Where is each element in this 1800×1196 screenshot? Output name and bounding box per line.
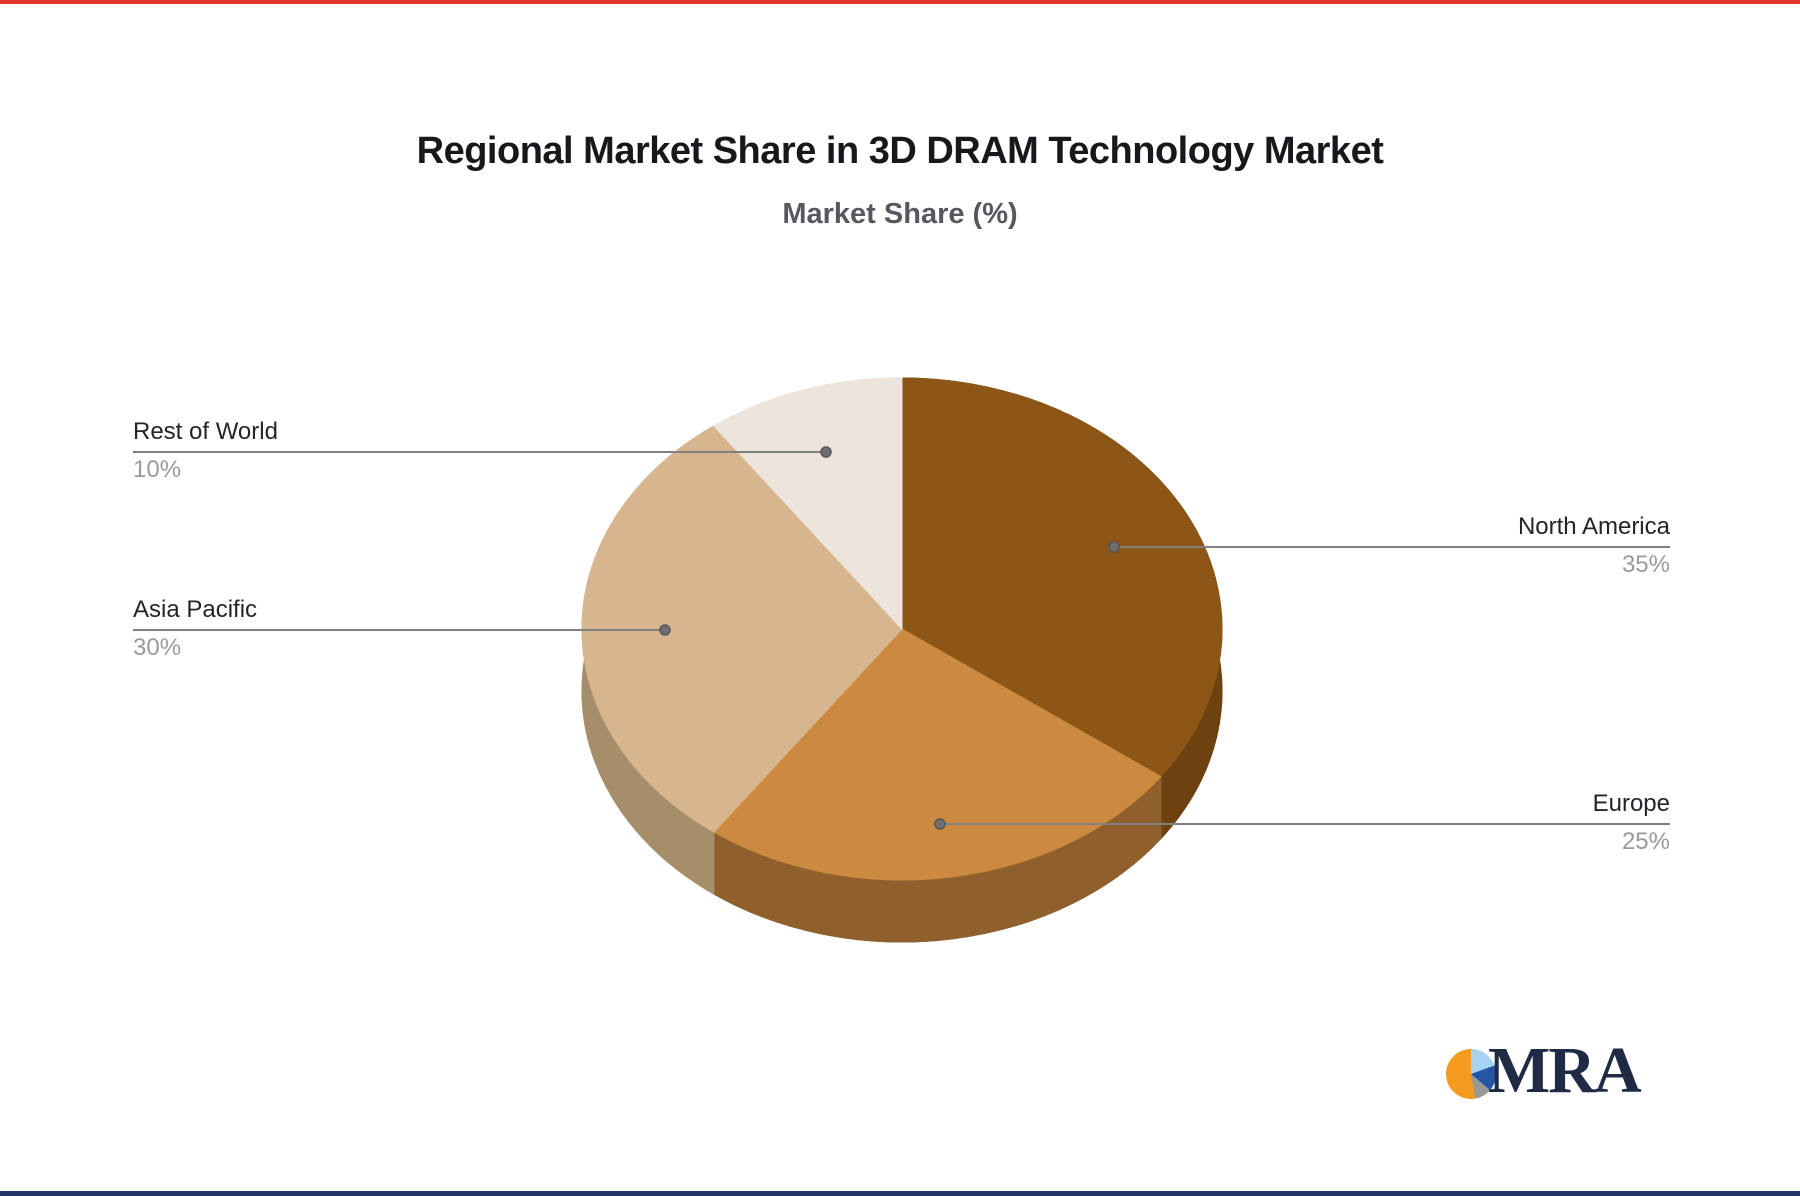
chart-subtitle: Market Share (%) — [782, 198, 1018, 230]
brand-logo-text: MRA — [1488, 1034, 1642, 1107]
slice-label-asia-pacific: Asia Pacific 30% — [133, 596, 693, 661]
pie-slice-rest-of-world[interactable] — [713, 377, 903, 631]
pie-slice-north-america[interactable] — [901, 377, 1223, 778]
slice-label-europe: Europe 25% — [1110, 790, 1670, 855]
slice-label-name: Asia Pacific — [133, 596, 258, 623]
slice-label-name: North America — [1517, 513, 1670, 540]
slice-label-percent: 10% — [133, 456, 182, 483]
leader-dot-rest-of-world — [820, 446, 832, 458]
leader-dot-europe — [934, 818, 946, 830]
slice-label-percent: 30% — [133, 634, 182, 661]
slice-label-name: Rest of World — [133, 418, 278, 445]
chart-title: Regional Market Share in 3D DRAM Technol… — [416, 130, 1384, 172]
top-accent-rule — [0, 0, 1800, 4]
slice-label-rest-of-world: Rest of World 10% — [133, 418, 693, 483]
slice-label-north-america: North America 35% — [1110, 513, 1670, 578]
brand-logo: MRA — [1446, 1034, 1642, 1107]
leader-dot-asia-pacific — [659, 624, 671, 636]
slice-label-percent: 25% — [1621, 828, 1670, 855]
slice-label-percent: 35% — [1621, 551, 1670, 578]
slice-label-name: Europe — [1592, 790, 1670, 817]
leader-dot-north-america — [1108, 541, 1120, 553]
bottom-accent-rule — [0, 1191, 1800, 1196]
brand-logo-pie-icon — [1446, 1049, 1496, 1099]
pie-slice-europe[interactable] — [713, 628, 1162, 881]
